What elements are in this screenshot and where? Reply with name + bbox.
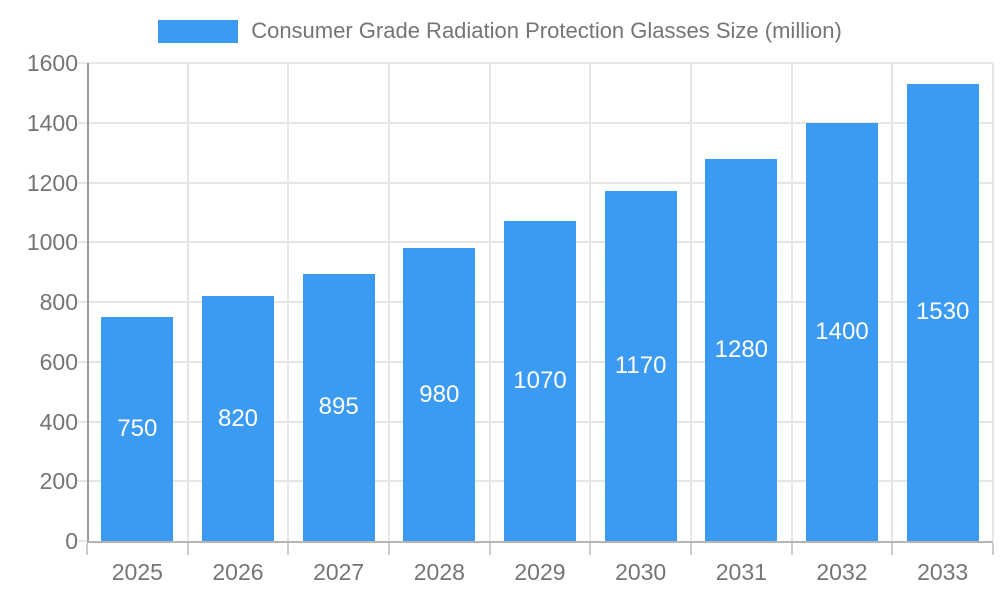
y-axis-tick-label: 1200 [26, 169, 78, 196]
bar[interactable]: 750 [101, 316, 174, 541]
bar-value-label: 895 [318, 393, 359, 421]
y-axis-tick-label: 600 [39, 348, 78, 375]
y-axis-tick [78, 540, 87, 542]
y-axis-tick-label: 1400 [26, 109, 78, 136]
bar-value-label: 1170 [614, 352, 667, 380]
bar[interactable]: 980 [403, 248, 476, 541]
legend-item[interactable]: Consumer Grade Radiation Protection Glas… [0, 18, 1000, 44]
x-axis-category-label: 2032 [816, 559, 868, 585]
y-axis-tick [78, 241, 87, 244]
bar-value-label: 980 [419, 380, 460, 408]
bar-value-label: 1070 [513, 367, 567, 395]
gridline-vertical [287, 63, 290, 541]
bar[interactable]: 1280 [705, 158, 778, 541]
gridline-vertical [186, 63, 189, 541]
gridline-vertical [690, 63, 692, 541]
x-axis-category-label: 2029 [514, 559, 566, 585]
y-axis-tick [78, 480, 87, 483]
x-axis-tick [488, 543, 491, 555]
y-axis-tick [78, 121, 87, 124]
x-axis-line [87, 541, 993, 543]
x-axis-category-label: 2027 [313, 559, 365, 585]
x-axis-tick [86, 543, 88, 555]
legend-label: Consumer Grade Radiation Protection Glas… [251, 18, 842, 43]
y-axis-tick [78, 62, 87, 64]
bar-value-label: 1400 [815, 317, 869, 345]
x-axis-category-label: 2028 [413, 559, 465, 585]
y-axis-tick-label: 0 [65, 528, 78, 554]
gridline-horizontal [87, 181, 993, 184]
x-axis-category-label: 2033 [917, 559, 969, 585]
gridline-vertical [790, 63, 793, 541]
y-axis-tick [78, 420, 87, 423]
gridline-vertical [891, 63, 894, 541]
x-axis-tick [690, 543, 692, 555]
bar[interactable]: 1530 [906, 83, 979, 541]
gridline-vertical [589, 63, 592, 541]
gridline-vertical [992, 63, 994, 541]
legend-swatch [158, 19, 239, 43]
y-axis-tick-label: 200 [39, 468, 78, 495]
y-axis-tick-label: 400 [39, 408, 78, 435]
bar[interactable]: 820 [202, 296, 274, 541]
bar-value-label: 1280 [714, 335, 769, 363]
y-axis-tick [78, 360, 87, 363]
x-axis-tick [287, 543, 290, 555]
gridline-vertical [388, 63, 390, 541]
gridline-horizontal [87, 62, 993, 64]
gridline-horizontal [87, 121, 993, 124]
x-axis-category-label: 2031 [715, 559, 767, 585]
y-axis-tick [78, 301, 87, 303]
x-axis-tick [589, 543, 592, 555]
x-axis-tick [186, 543, 189, 555]
bar-value-label: 1530 [915, 298, 970, 326]
x-axis-tick [891, 543, 894, 555]
x-axis-category-label: 2025 [111, 559, 163, 585]
x-axis-tick [992, 543, 994, 555]
bar[interactable]: 1170 [604, 191, 677, 541]
bar-value-label: 750 [117, 414, 158, 442]
bar-value-label: 820 [217, 404, 259, 432]
x-axis-category-label: 2026 [212, 559, 264, 585]
bar[interactable]: 1400 [806, 122, 878, 541]
gridline-vertical [488, 63, 491, 541]
y-axis-line [87, 63, 89, 541]
bar[interactable]: 1070 [504, 221, 576, 541]
x-axis-tick [790, 543, 793, 555]
y-axis-tick-label: 800 [39, 289, 78, 315]
y-axis-tick-label: 1600 [26, 50, 78, 76]
plot-area: 750 820 895 980 1070 1170 1280 1400 1530 [78, 62, 994, 555]
x-axis-category-label: 2030 [615, 559, 667, 585]
x-axis-tick [388, 543, 390, 555]
y-axis-tick-label: 1000 [26, 229, 78, 256]
bar[interactable]: 895 [302, 273, 375, 541]
y-axis-tick [78, 181, 87, 184]
